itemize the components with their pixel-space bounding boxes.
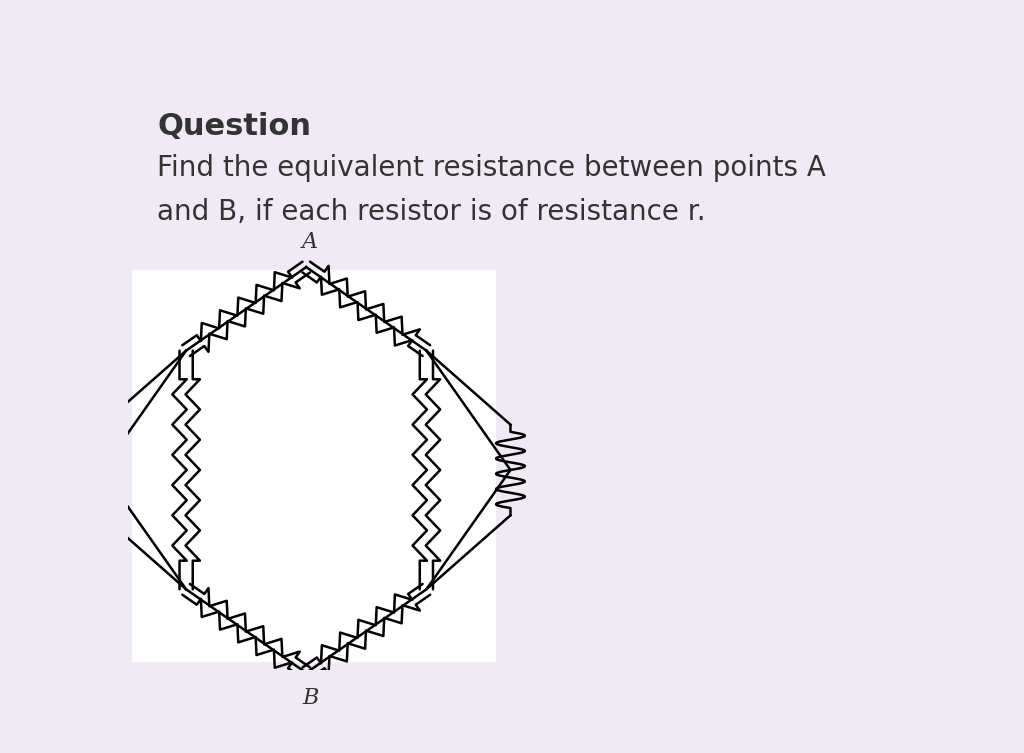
- Text: B: B: [302, 687, 318, 709]
- Text: A: A: [302, 231, 318, 253]
- Text: Question: Question: [158, 112, 311, 141]
- Text: Find the equivalent resistance between points A
and B, if each resistor is of re: Find the equivalent resistance between p…: [158, 154, 826, 226]
- FancyBboxPatch shape: [132, 270, 496, 663]
